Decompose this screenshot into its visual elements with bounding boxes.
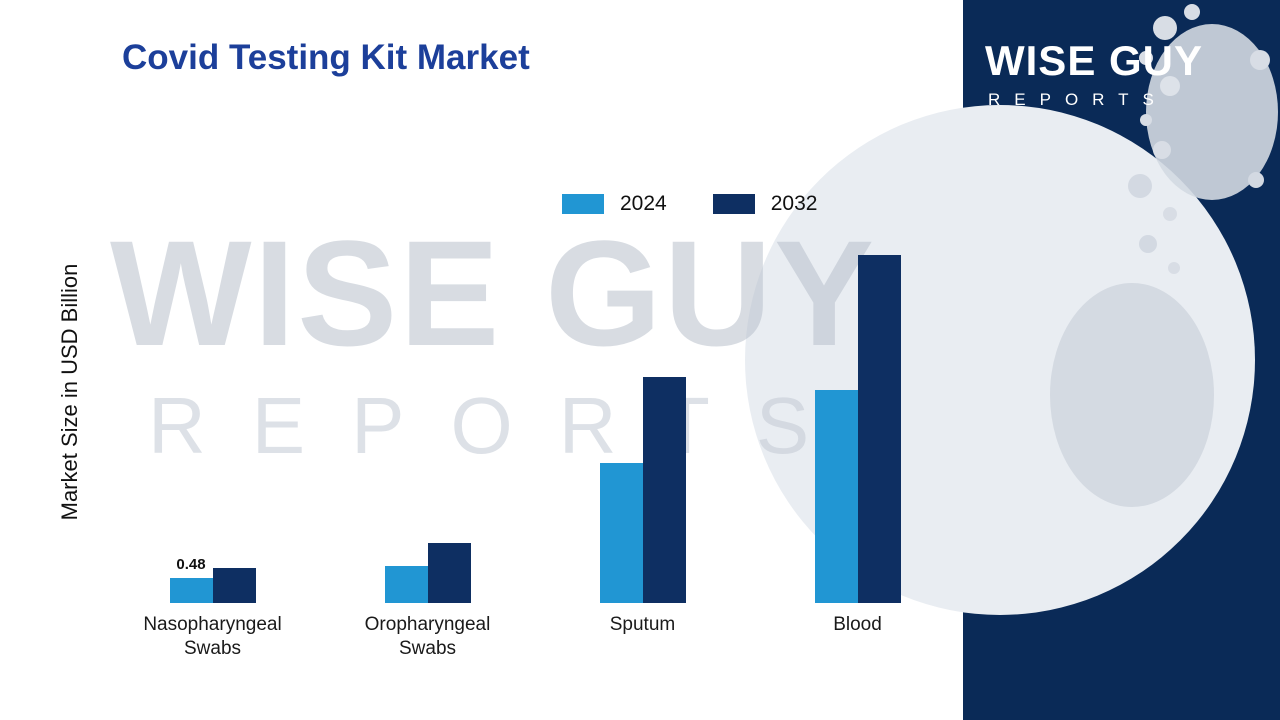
category-label-blood: Blood [833, 614, 882, 635]
wiseguy-logo: WISE GUY REPORTS [985, 40, 1203, 110]
category-label-oropharyngeal-swabs: Oropharyngeal Swabs [364, 614, 491, 659]
bar-2032-nasopharyngeal-swabs [212, 568, 256, 603]
legend-swatch-2032 [712, 194, 755, 214]
category-label-sputum: Sputum [609, 614, 676, 635]
bar-2024-sputum [599, 463, 643, 603]
legend-swatch-2024 [562, 194, 604, 214]
legend-label-2024: 2024 [620, 192, 667, 215]
category-label-nasopharyngeal-swabs: Nasopharyngeal Swabs [143, 614, 282, 659]
bar-2032-blood [857, 255, 901, 603]
logo-line2: REPORTS [988, 90, 1168, 109]
y-axis-label: Market Size in USD Billion [57, 263, 82, 521]
legend-label-2032: 2032 [770, 192, 818, 215]
bar-value-label: 0.48 [176, 556, 206, 573]
bar-2032-oropharyngeal-swabs [427, 543, 471, 603]
bar-2032-sputum [642, 377, 686, 603]
legend-item-2024: 2024 [562, 192, 667, 216]
bar-2024-oropharyngeal-swabs [384, 566, 428, 603]
bar-2024-nasopharyngeal-swabs [169, 578, 213, 603]
bar-group-blood: Blood [750, 0, 965, 635]
bar-group-oropharyngeal-swabs: Oropharyngeal Swabs [320, 0, 535, 659]
bar-group-nasopharyngeal-swabs: 0.48 Nasopharyngeal Swabs [105, 0, 320, 659]
page-title: Covid Testing Kit Market [122, 38, 530, 77]
bar-chart: 0.48 Nasopharyngeal Swabs Oropharyngeal Sw… [105, 0, 965, 659]
chart-legend: 2024 2032 [562, 192, 817, 216]
bar-group-sputum: Sputum [535, 0, 750, 635]
logo-line1: WISE GUY [985, 37, 1204, 84]
legend-item-2032: 2032 [712, 192, 818, 216]
bar-2024-blood [814, 390, 858, 603]
